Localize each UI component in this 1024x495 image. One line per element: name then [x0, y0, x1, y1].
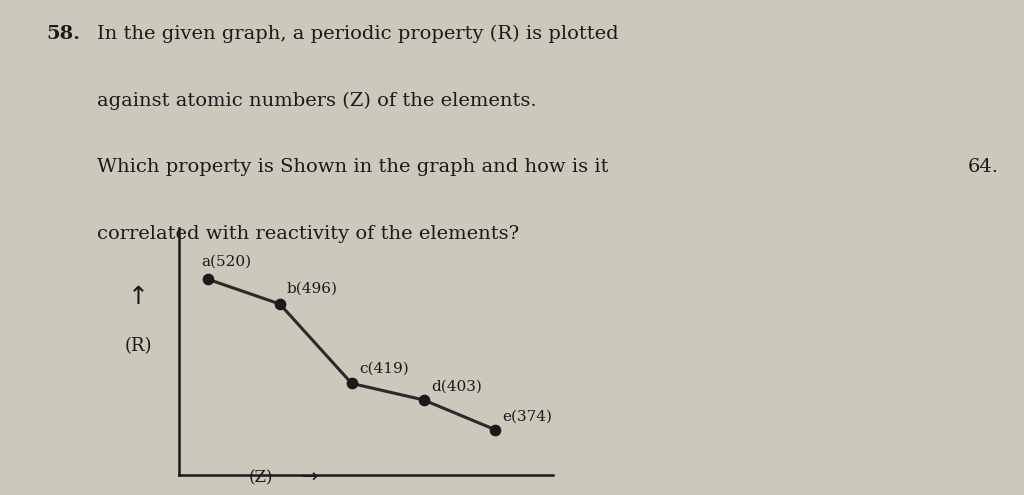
Text: Which property is Shown in the graph and how is it: Which property is Shown in the graph and… [97, 158, 609, 176]
Text: d(403): d(403) [431, 380, 481, 394]
Text: against atomic numbers (Z) of the elements.: against atomic numbers (Z) of the elemen… [97, 92, 537, 110]
Point [487, 426, 504, 434]
Point [200, 275, 216, 283]
Text: c(419): c(419) [358, 361, 409, 375]
Text: →: → [302, 468, 318, 487]
Point [271, 300, 288, 308]
Text: ↑: ↑ [128, 285, 148, 309]
Text: a(520): a(520) [201, 255, 251, 269]
Text: correlated with reactivity of the elements?: correlated with reactivity of the elemen… [97, 225, 519, 243]
Point [343, 380, 359, 388]
Text: e(374): e(374) [503, 410, 553, 424]
Text: b(496): b(496) [287, 282, 338, 296]
Text: (R): (R) [125, 338, 152, 355]
Text: 58.: 58. [46, 25, 80, 43]
Text: (Z): (Z) [249, 469, 273, 486]
Text: 64.: 64. [968, 158, 998, 176]
Text: In the given graph, a periodic property (R) is plotted: In the given graph, a periodic property … [97, 25, 618, 43]
Point [416, 396, 432, 404]
